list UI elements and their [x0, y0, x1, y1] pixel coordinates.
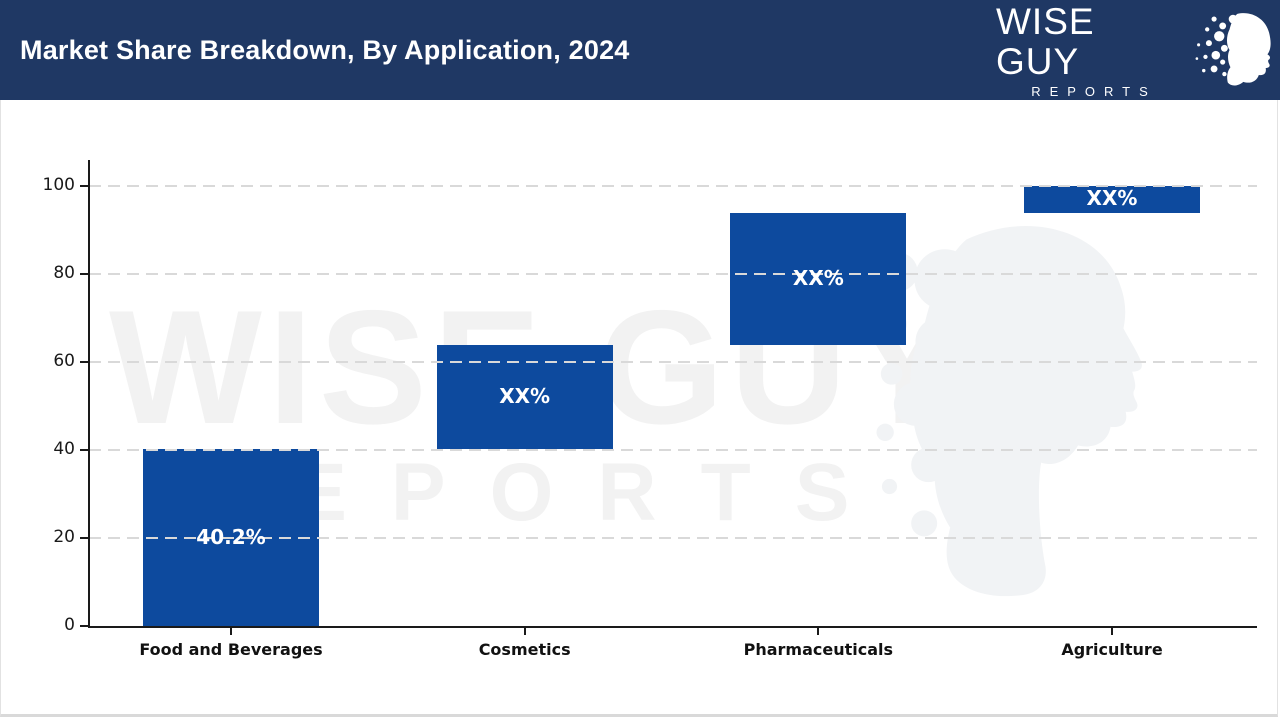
y-tick-label-80: 80 [53, 263, 75, 283]
category-label-pharmaceuticals: Pharmaceuticals [743, 640, 894, 659]
logo-reports-text: REPORTS [1031, 83, 1157, 99]
bar-value-label: 40.2% [196, 524, 266, 549]
x-tick-mark [230, 628, 232, 635]
y-tick-mark-100 [80, 185, 88, 187]
x-axis-line [88, 626, 1257, 628]
y-tick-label-100: 100 [42, 175, 75, 195]
gridline-60 [89, 361, 1257, 363]
y-tick-mark-40 [80, 449, 88, 451]
y-tick-label-40: 40 [53, 439, 75, 459]
category-label-cosmetics: Cosmetics [478, 640, 571, 659]
x-tick-mark [523, 628, 526, 635]
gridline-40 [89, 449, 1257, 451]
chart-card: WISE GUY REPORTS 0 20 40 60 80 100 40.2% Food a… [0, 100, 1278, 717]
y-tick-label-0: 0 [64, 615, 75, 635]
bar-value-label: XX% [1086, 186, 1138, 211]
x-tick-mark [1111, 628, 1113, 635]
category-label-agriculture: Agriculture [1061, 640, 1163, 659]
bar-pharmaceuticals [730, 212, 907, 346]
y-tick-label-60: 60 [53, 351, 75, 371]
y-tick-mark-0 [80, 625, 88, 627]
gridline-100 [89, 185, 1257, 187]
y-tick-label-20: 20 [53, 527, 75, 547]
logo-head-icon [1195, 13, 1271, 86]
category-label-food-and-beverages: Food and Beverages [139, 640, 323, 659]
bar-value-label: XX% [499, 384, 551, 409]
page-title: Market Share Breakdown, By Application, … [20, 34, 630, 65]
watermark-head-icon [876, 226, 1142, 597]
y-tick-mark-80 [80, 273, 88, 275]
wise-guy-logo: WISE GUY REPORTS [996, 1, 1276, 99]
gridline-80 [89, 273, 1257, 275]
bar-agriculture [1024, 186, 1200, 213]
y-tick-mark-60 [80, 361, 88, 363]
header-bar: Market Share Breakdown, By Application, … [0, 0, 1280, 100]
x-tick-mark [817, 628, 820, 635]
gridline-20 [89, 537, 1257, 539]
logo-wordmark: WISE GUY REPORTS [996, 0, 1188, 99]
y-tick-mark-20 [80, 537, 88, 539]
logo-wise-guy-text: WISE GUY [996, 0, 1095, 82]
bar-value-label: XX% [792, 266, 844, 291]
y-axis-line [88, 160, 90, 628]
